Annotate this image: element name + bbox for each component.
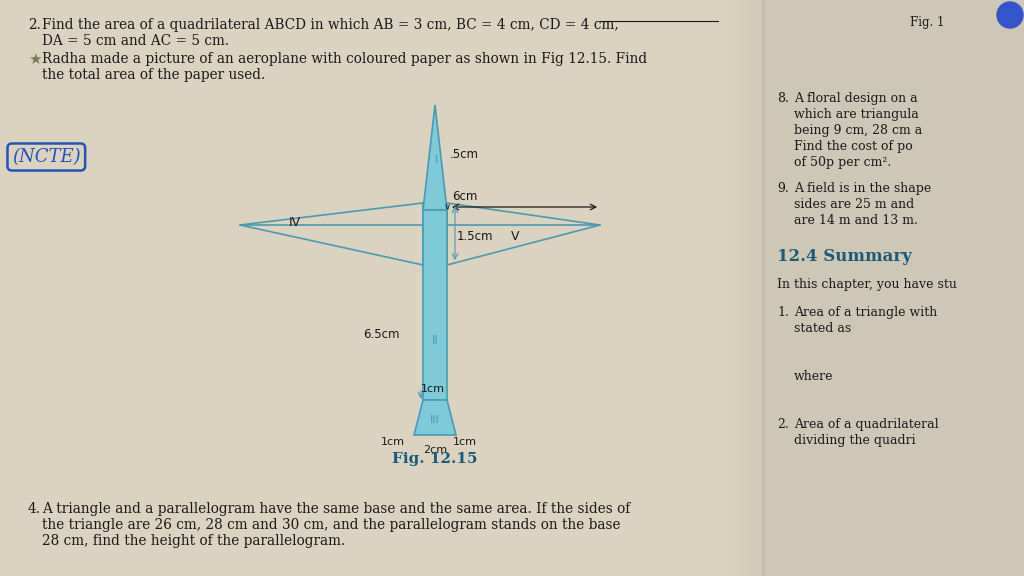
Text: 9.: 9. <box>777 182 788 195</box>
Bar <box>734 0 738 576</box>
Text: A field is in the shape: A field is in the shape <box>794 182 931 195</box>
Bar <box>750 0 754 576</box>
Polygon shape <box>414 400 456 435</box>
Text: 1cm: 1cm <box>381 437 406 447</box>
Text: Fig. 1: Fig. 1 <box>910 16 944 29</box>
Text: being 9 cm, 28 cm a: being 9 cm, 28 cm a <box>794 124 923 137</box>
Text: In this chapter, you have stu: In this chapter, you have stu <box>777 278 956 291</box>
Text: stated as: stated as <box>794 322 851 335</box>
Text: Find the area of a quadrilateral ABCD in which AB = 3 cm, BC = 4 cm, CD = 4 cm,: Find the area of a quadrilateral ABCD in… <box>42 18 618 32</box>
Text: I: I <box>435 155 438 165</box>
Bar <box>760 0 764 576</box>
Text: sides are 25 m and: sides are 25 m and <box>794 198 914 211</box>
Text: 8.: 8. <box>777 92 788 105</box>
Text: II: II <box>432 334 438 347</box>
Text: of 50p per cm².: of 50p per cm². <box>794 156 891 169</box>
Text: which are triangula: which are triangula <box>794 108 919 121</box>
Bar <box>423 210 447 400</box>
Bar <box>730 0 734 576</box>
Text: Find the cost of po: Find the cost of po <box>794 140 912 153</box>
Text: .5cm: .5cm <box>450 149 479 161</box>
Text: 4.: 4. <box>28 502 41 516</box>
Polygon shape <box>423 105 447 210</box>
Text: 12.4 Summary: 12.4 Summary <box>777 248 912 265</box>
Circle shape <box>997 2 1023 28</box>
Bar <box>0 0 762 576</box>
Bar <box>756 0 760 576</box>
Text: where: where <box>794 370 834 383</box>
Text: are 14 m and 13 m.: are 14 m and 13 m. <box>794 214 918 227</box>
Text: 1.5cm: 1.5cm <box>457 230 494 244</box>
Text: 2.: 2. <box>28 18 41 32</box>
Text: A floral design on a: A floral design on a <box>794 92 918 105</box>
Text: A triangle and a parallelogram have the same base and the same area. If the side: A triangle and a parallelogram have the … <box>42 502 630 516</box>
Text: Area of a triangle with: Area of a triangle with <box>794 306 937 319</box>
Text: 1.: 1. <box>777 306 788 319</box>
Bar <box>754 0 758 576</box>
Text: (NCTE): (NCTE) <box>12 148 81 166</box>
Text: Fig. 12.15: Fig. 12.15 <box>392 452 478 466</box>
Bar <box>732 0 736 576</box>
Text: IV: IV <box>289 217 301 229</box>
Bar <box>728 0 732 576</box>
Bar <box>746 0 750 576</box>
Bar <box>748 0 752 576</box>
Text: III: III <box>430 415 440 425</box>
Bar <box>752 0 756 576</box>
Text: the triangle are 26 cm, 28 cm and 30 cm, and the parallelogram stands on the bas: the triangle are 26 cm, 28 cm and 30 cm,… <box>42 518 621 532</box>
Bar <box>740 0 744 576</box>
Text: Radha made a picture of an aeroplane with coloured paper as shown in Fig 12.15. : Radha made a picture of an aeroplane wit… <box>42 52 647 66</box>
Bar <box>758 0 762 576</box>
Text: 2cm: 2cm <box>423 445 447 455</box>
Text: Area of a quadrilateral: Area of a quadrilateral <box>794 418 939 431</box>
Text: ∨: ∨ <box>443 202 451 212</box>
Text: 2.: 2. <box>777 418 788 431</box>
Text: ★: ★ <box>28 52 42 67</box>
Text: 28 cm, find the height of the parallelogram.: 28 cm, find the height of the parallelog… <box>42 534 345 548</box>
Text: 6.5cm: 6.5cm <box>362 328 399 342</box>
Bar <box>736 0 740 576</box>
Text: the total area of the paper used.: the total area of the paper used. <box>42 68 265 82</box>
Bar <box>744 0 748 576</box>
Bar <box>724 0 728 576</box>
Text: V: V <box>511 230 519 244</box>
Text: dividing the quadri: dividing the quadri <box>794 434 915 447</box>
Bar <box>738 0 742 576</box>
Bar <box>762 0 766 576</box>
Text: 1cm: 1cm <box>453 437 477 447</box>
Bar <box>762 0 1024 576</box>
Text: DA = 5 cm and AC = 5 cm.: DA = 5 cm and AC = 5 cm. <box>42 34 229 48</box>
Text: 1cm: 1cm <box>421 384 445 394</box>
Text: 6cm: 6cm <box>452 190 477 203</box>
Bar <box>742 0 746 576</box>
Bar <box>726 0 730 576</box>
